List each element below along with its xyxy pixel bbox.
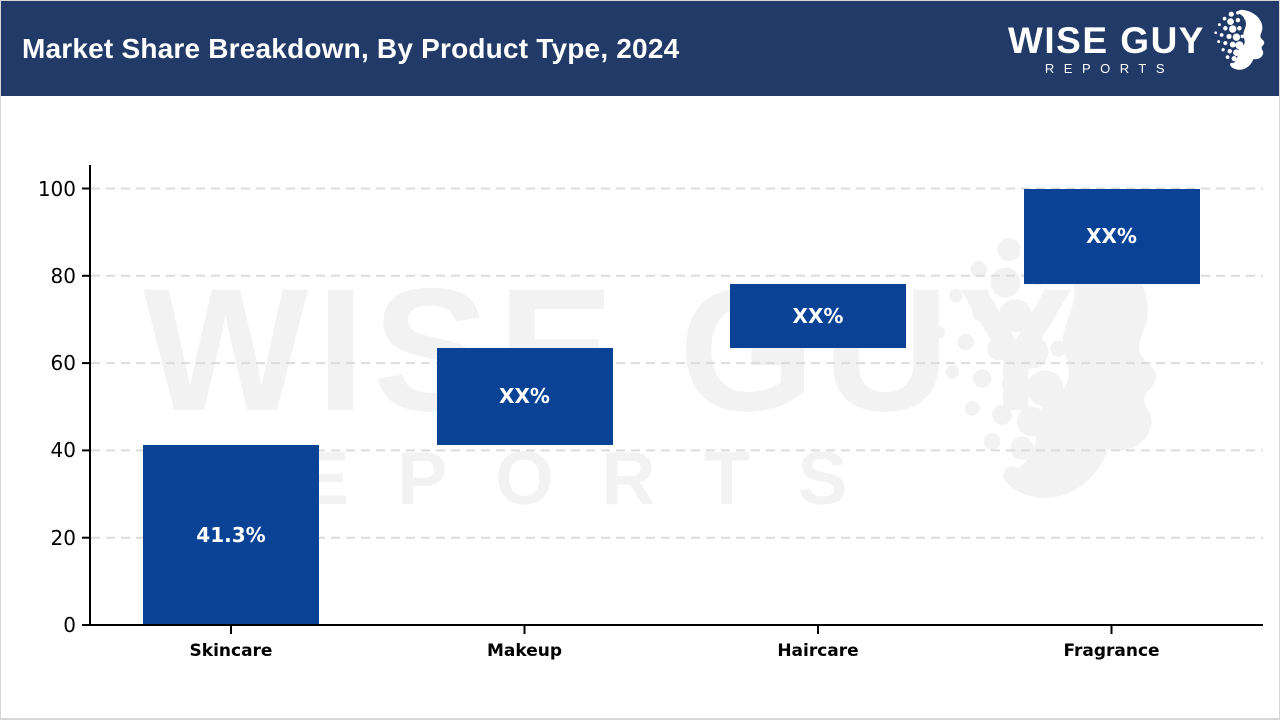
y-axis-tick-label-40: 40 (50, 438, 76, 463)
y-axis-tick-label-80: 80 (50, 263, 76, 288)
x-axis-category-label-skincare: Skincare (189, 641, 273, 661)
bar-value-label-fragrance: XX% (1086, 224, 1137, 249)
x-axis-category-label-makeup: Makeup (486, 641, 563, 661)
x-axis-category-label-fragrance: Fragrance (1063, 641, 1160, 661)
wiseguy-logo: WISE GUY REPORTS (1008, 6, 1269, 92)
y-axis-tick-label-60: 60 (50, 351, 76, 376)
bar-value-label-skincare: 41.3% (196, 522, 266, 547)
header-bar: Market Share Breakdown, By Product Type,… (1, 1, 1279, 96)
bar-value-label-haircare: XX% (792, 304, 844, 329)
y-axis-tick-label-0: 0 (63, 613, 76, 637)
page-title: Market Share Breakdown, By Product Type,… (22, 32, 680, 64)
wiseguy-logo-line1: WISE GUY (1007, 19, 1205, 61)
bar-fragrance (1023, 188, 1200, 285)
y-axis-tick-label-20: 20 (50, 525, 76, 550)
wiseguy-logo-text: WISE GUY REPORTS (1007, 19, 1205, 77)
bar-makeup (436, 348, 613, 445)
y-axis-tick-label-100: 100 (37, 176, 76, 201)
bar-haircare (730, 284, 906, 349)
wiseguy-logo-line2: REPORTS (1044, 61, 1175, 77)
bar-skincare (143, 444, 319, 625)
x-axis-category-label-haircare: Haircare (777, 641, 859, 661)
bar-value-label-makeup: XX% (499, 384, 550, 409)
